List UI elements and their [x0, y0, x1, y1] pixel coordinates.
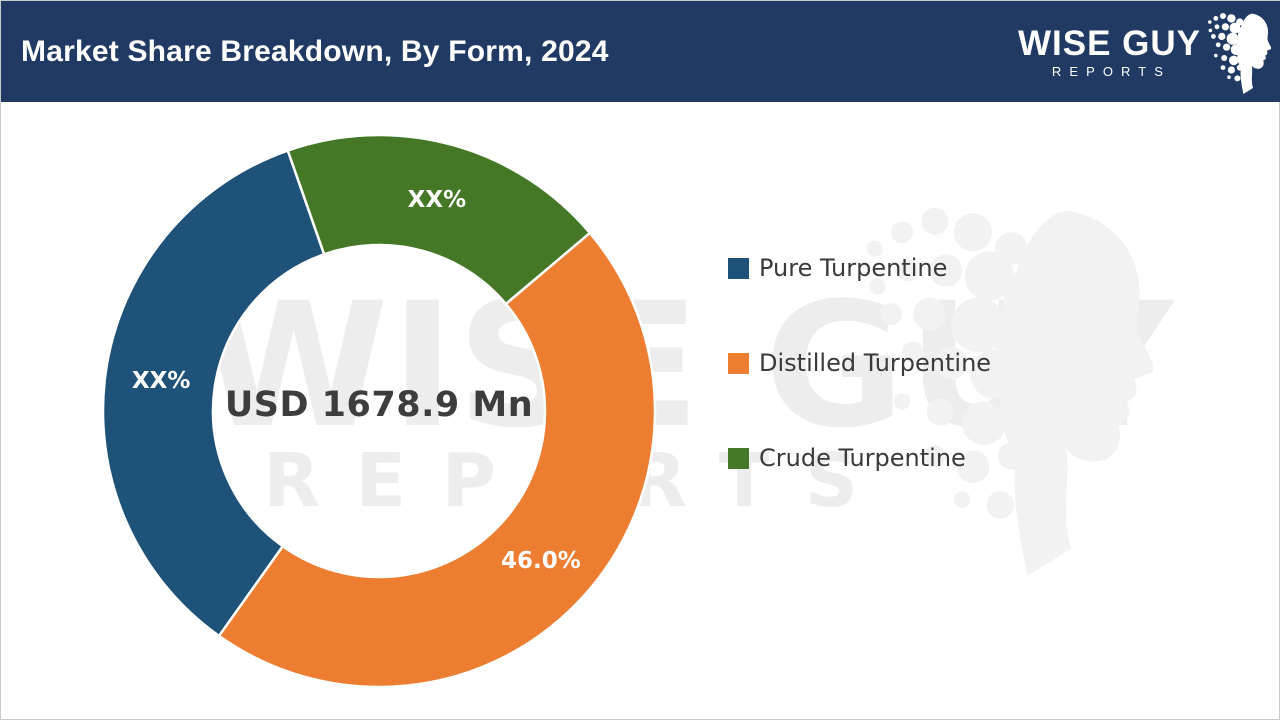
legend-label: Distilled Turpentine	[759, 349, 992, 377]
donut-chart: XX% 46.0% XX%	[101, 133, 657, 689]
slice-value-label: XX%	[132, 368, 191, 394]
logo-text: WISE GUY REPORTS	[1018, 26, 1201, 78]
wise-guy-logo: WISE GUY REPORTS	[1018, 10, 1280, 94]
chart-center-value: USD 1678.9 Mn	[224, 385, 534, 425]
legend-swatch-icon	[728, 257, 749, 279]
legend-label: Crude Turpentine	[759, 444, 966, 472]
slice-value-label: XX%	[408, 187, 467, 213]
legend-swatch-icon	[728, 352, 749, 374]
page-title: Market Share Breakdown, By Form, 2024	[21, 34, 609, 68]
legend-item-pure-turpentine: Pure Turpentine	[728, 254, 991, 282]
donut-slice-crude-turpentine	[286, 133, 592, 306]
legend-item-crude-turpentine: Crude Turpentine	[728, 444, 991, 472]
chart-legend: Pure Turpentine Distilled Turpentine Crude…	[728, 254, 991, 539]
wise-guy-face-icon	[1205, 10, 1271, 94]
slice-value-label: 46.0%	[501, 548, 581, 574]
chart-area: WISE GUY REPORTS XX%46.0%XX% USD 1678.9 …	[1, 102, 1279, 719]
donut-slice-distilled-turpentine	[217, 231, 657, 689]
logo-subtitle: REPORTS	[1051, 63, 1171, 79]
donut-slice-pure-turpentine	[101, 149, 326, 638]
legend-label: Pure Turpentine	[759, 254, 948, 282]
header: Market Share Breakdown, By Form, 2024 WI…	[1, 1, 1280, 102]
logo-wordmark: WISE GUY	[1017, 23, 1201, 63]
legend-item-distilled-turpentine: Distilled Turpentine	[728, 349, 991, 377]
legend-swatch-icon	[728, 447, 749, 469]
